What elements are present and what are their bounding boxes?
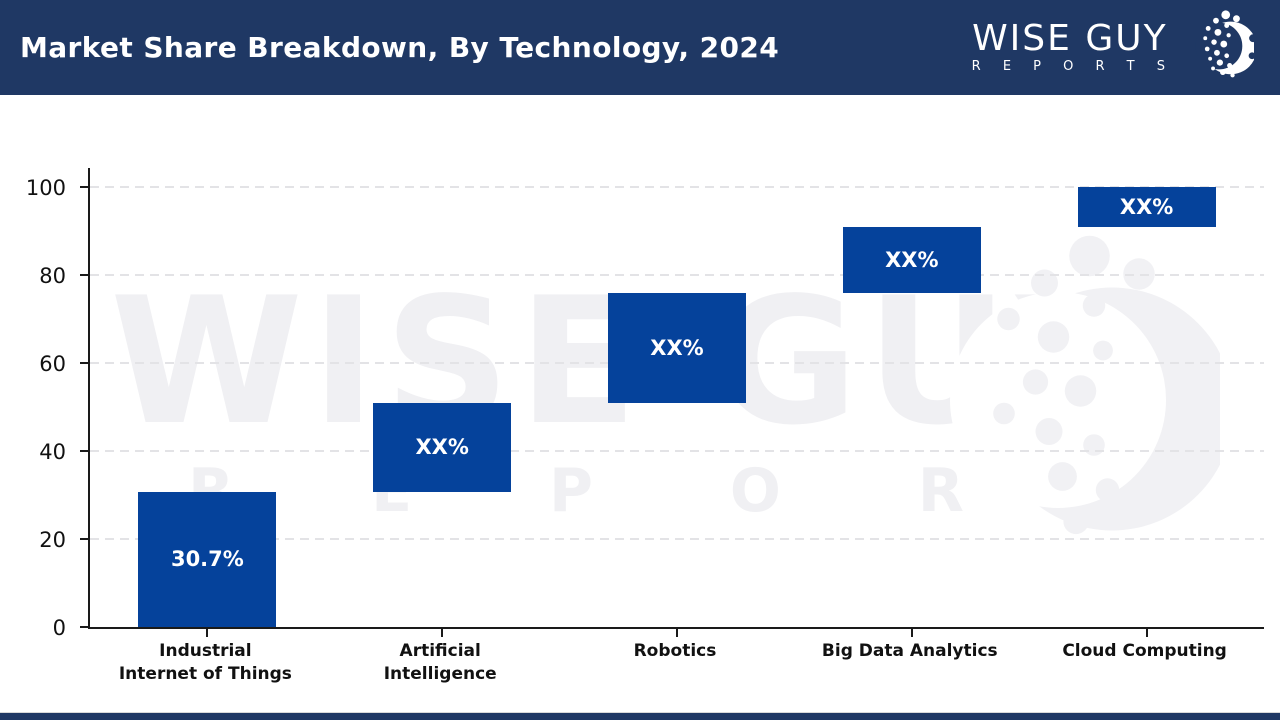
x-tick-mark [441,629,444,637]
y-tick-mark-40 [80,449,88,452]
chart-title: Market Share Breakdown, By Technology, 2… [20,31,780,64]
x-category-label: Cloud Computing [1062,641,1227,661]
x-category-label: Industrial Internet of Things [118,641,292,684]
gridline-80 [90,273,1264,276]
watermark-head-icon [860,185,1234,619]
y-tick-label-20: 20 [39,528,66,552]
bar-value-label: XX% [1119,194,1174,219]
brand-logo-text: WISE GUY R E P O R T S [966,18,1174,75]
bar-segment[interactable]: XX% [608,292,746,403]
bar-value-label: XX% [885,247,939,272]
x-category-label: Robotics [633,641,717,661]
header-bar: Market Share Breakdown, By Technology, 2… [0,0,1280,95]
head-profile-icon [1176,4,1257,92]
y-tick-label-100: 100 [25,175,66,200]
y-tick-label-40: 40 [39,439,66,464]
brand-logo: WISE GUY R E P O R T S [966,4,1257,92]
y-tick-label-80: 80 [39,263,66,288]
bar-segment[interactable]: 30.7% [138,491,277,627]
y-tick-mark-80 [80,273,88,276]
bottom-divider [0,712,1280,713]
bar-value-label: XX% [650,335,704,360]
y-tick-label-0: 0 [52,616,66,640]
y-tick-mark-60 [80,361,88,364]
gridline-40 [90,449,1264,452]
x-axis-labels: Industrial Internet of Things Artificial In… [88,640,1262,686]
bar-segment[interactable]: XX% [842,226,981,293]
x-tick-mark [910,629,913,637]
bar-segment[interactable]: XX% [373,402,512,492]
bar-segment[interactable]: XX% [1077,186,1216,227]
footer-bar [0,713,1280,720]
x-tick-mark [676,629,678,637]
x-category-label: Artificial Intelligence [383,641,497,684]
brand-name: WISE GUY [972,18,1168,59]
y-tick-mark-0 [80,626,88,628]
gridline-100 [90,185,1264,188]
x-tick-mark [1145,629,1148,637]
plot-area: 30.7% XX% XX% XX% XX% [80,168,1264,637]
y-tick-label-60: 60 [39,351,66,376]
x-category-label: Big Data Analytics [821,641,998,661]
bar-value-label: XX% [415,435,469,460]
x-tick-mark [206,629,209,637]
y-tick-mark-100 [80,185,88,188]
bar-value-label: 30.7% [170,547,244,572]
y-axis: 0 20 40 60 80 100 [0,168,80,640]
brand-subname: R E P O R T S [971,59,1174,74]
gridline-20 [90,538,1264,540]
y-tick-mark-20 [80,538,88,540]
